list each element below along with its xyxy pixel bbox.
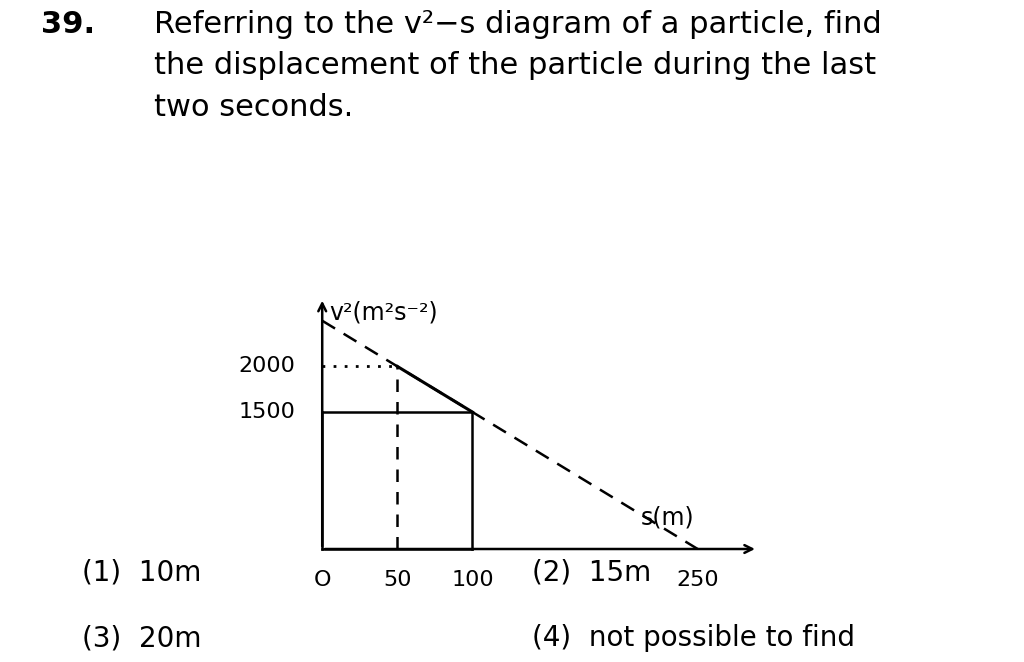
Text: 50: 50 [383, 570, 412, 590]
Text: 1500: 1500 [239, 402, 295, 422]
Text: s(m): s(m) [641, 505, 694, 529]
Text: 100: 100 [452, 570, 494, 590]
Text: (1)  10m: (1) 10m [82, 559, 202, 587]
Text: 250: 250 [677, 570, 719, 590]
Text: (4)  not possible to find: (4) not possible to find [532, 624, 855, 652]
Text: v²(m²s⁻²): v²(m²s⁻²) [330, 301, 438, 324]
Text: 2000: 2000 [239, 356, 295, 377]
Text: O: O [313, 570, 331, 590]
Text: (3)  20m: (3) 20m [82, 624, 202, 652]
Text: Referring to the v²−s diagram of a particle, find
the displacement of the partic: Referring to the v²−s diagram of a parti… [154, 9, 882, 122]
Text: 39.: 39. [41, 9, 95, 38]
Text: (2)  15m: (2) 15m [532, 559, 651, 587]
